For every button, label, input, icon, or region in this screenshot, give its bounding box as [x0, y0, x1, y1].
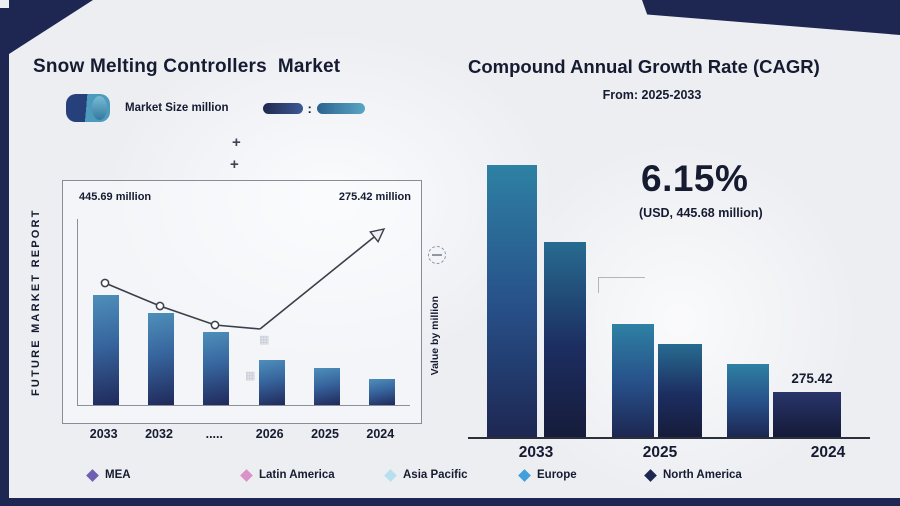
page-title-left: Snow Melting Controllers Market — [33, 56, 341, 77]
market-size-bar — [148, 313, 174, 405]
legend-item-mea: MEA — [86, 468, 131, 482]
grid-icon: ▦ — [259, 334, 270, 346]
x-axis-label: 2032 — [145, 427, 173, 441]
subtitle-right: From: 2025-2033 — [602, 88, 702, 102]
x-axis-label: 2025 — [311, 427, 339, 441]
market-size-bar — [258, 360, 285, 405]
cagr-value: 6.15% — [641, 158, 749, 199]
x-axis-label: ..... — [205, 427, 223, 441]
legend-item-europe: Europe — [518, 468, 577, 482]
corner-triangle-decoration — [9, 0, 93, 54]
left-edge-bar — [0, 8, 9, 506]
pill-teal-icon — [316, 102, 365, 114]
legend-item-north-america: North America — [644, 468, 742, 482]
cagr-bar-primary — [612, 324, 654, 437]
left-plot-area — [77, 219, 410, 406]
colon-separator: : — [307, 100, 312, 116]
x-axis-label: 2024 — [366, 427, 395, 441]
legend-diamond-icon — [384, 468, 397, 482]
market-size-legend: Market Size million : — [66, 94, 365, 122]
trend-marker-icon — [155, 301, 165, 311]
legend-label: Latin America — [259, 469, 335, 481]
side-watermark: FUTURE MARKET REPORT — [30, 208, 42, 396]
annotation-left: 445.69 million — [79, 191, 152, 203]
cagr-chart: 275.42 — [468, 165, 870, 439]
legend-label: MEA — [105, 469, 131, 481]
trend-marker-icon — [210, 320, 220, 330]
cagr-detail: (USD, 445.68 million) — [639, 206, 763, 220]
pill-dark-icon — [262, 102, 303, 114]
region-legend: MEA Latin America Asia Pacific Europe North … — [0, 463, 900, 493]
right-y-axis-label: Value by million — [429, 296, 441, 376]
annotation-right: 275.42 million — [338, 191, 411, 203]
market-size-chart: 445.69 million 275.42 million ▦ ▦ — [62, 180, 422, 424]
top-right-band-decoration — [642, 0, 900, 35]
trend-overlay — [100, 228, 386, 330]
cagr-bar-secondary — [658, 344, 702, 437]
cagr-bar-primary — [727, 363, 769, 437]
cagr-bar-secondary — [773, 391, 841, 437]
cagr-bar-secondary — [544, 242, 586, 437]
legend-item-latin-america: Latin America — [240, 468, 335, 482]
bottom-edge-bar — [0, 498, 900, 506]
trend-arrow-shaft — [259, 233, 379, 330]
trend-marker-icon — [100, 278, 110, 288]
grid-icon: ▦ — [245, 370, 256, 382]
x-axis-label: 2033 — [89, 427, 118, 441]
market-size-bar — [92, 295, 119, 405]
legend-label: Europe — [537, 469, 577, 481]
value-annotation-2024: 275.42 — [791, 371, 833, 386]
dashed-circle-icon — [428, 246, 446, 264]
right-x-axis: 2033 2025 2024 — [468, 444, 870, 464]
market-size-label: Market Size million — [125, 102, 229, 114]
market-size-bar — [314, 368, 340, 405]
market-size-bar — [369, 379, 396, 405]
legend-item-asia-pacific: Asia Pacific — [384, 468, 468, 482]
plus-icon: + — [232, 134, 241, 151]
scale-pills: : — [262, 100, 365, 116]
legend-diamond-icon — [518, 468, 531, 482]
legend-label: Asia Pacific — [403, 469, 468, 481]
market-size-bar — [203, 332, 230, 405]
legend-diamond-icon — [86, 468, 99, 482]
trend-arrowhead-icon — [369, 228, 386, 244]
x-axis-label: 2025 — [642, 444, 678, 461]
legend-label: North America — [663, 469, 742, 481]
trend-line — [104, 282, 261, 330]
cagr-bar-primary — [487, 165, 537, 437]
left-x-axis: 2033 2032..... 2026 2025 2024 — [76, 427, 408, 443]
plus-icon: + — [230, 156, 239, 173]
x-axis-label: 2026 — [255, 427, 284, 441]
legend-diamond-icon — [240, 468, 253, 482]
x-axis-label: 2033 — [518, 444, 554, 461]
step-line-decoration — [598, 277, 645, 293]
legend-diamond-icon — [644, 468, 657, 482]
x-axis-label: 2024 — [810, 444, 846, 461]
database-cylinder-icon — [66, 94, 110, 122]
page-title-right: Compound Annual Growth Rate (CAGR) — [468, 56, 820, 77]
